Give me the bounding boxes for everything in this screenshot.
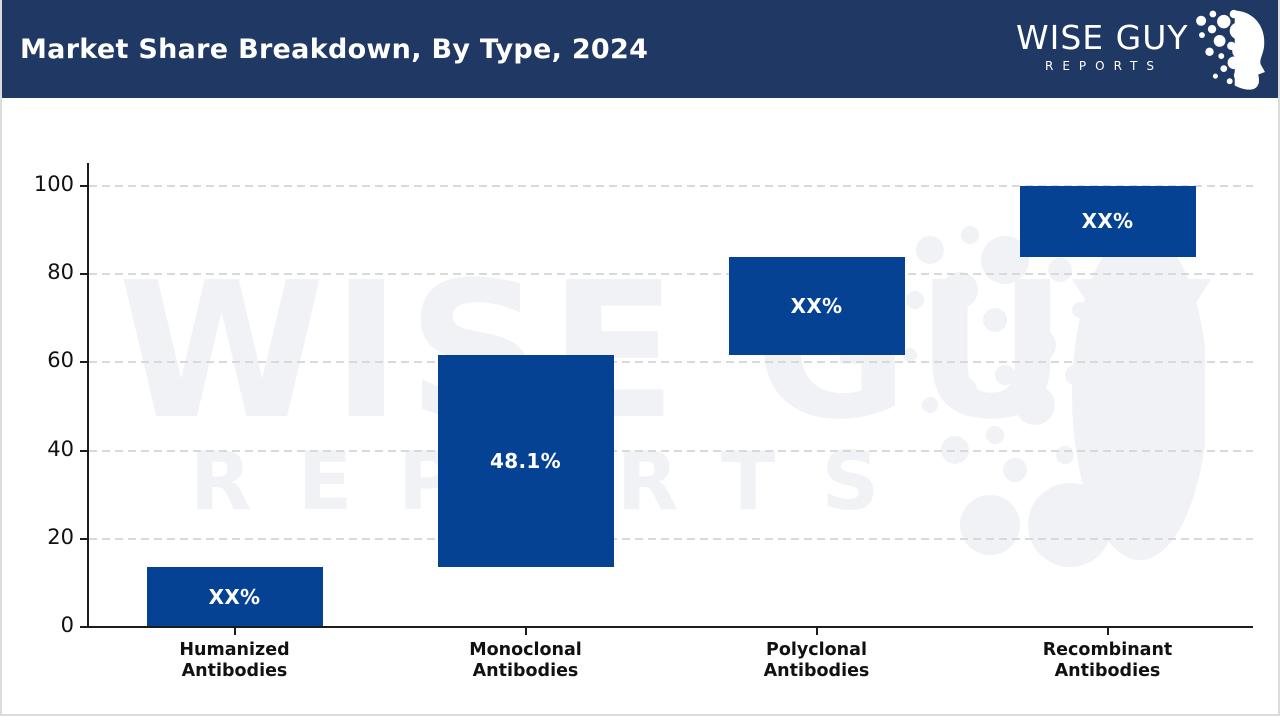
- logo-subtitle: REPORTS: [1044, 59, 1163, 73]
- chart-title: Market Share Breakdown, By Type, 2024: [20, 34, 649, 65]
- x-tick: [1106, 628, 1109, 635]
- y-tick-label: 0: [60, 613, 74, 637]
- gridline: [89, 449, 1253, 452]
- x-category-label: Monoclonal Antibodies: [376, 640, 676, 682]
- x-tick: [233, 628, 236, 635]
- waterfall-bar: XX%: [1019, 186, 1196, 257]
- logo-text: WISE GUY REPORTS: [1016, 18, 1189, 74]
- x-category-label-line: Antibodies: [472, 661, 579, 681]
- bar-value-label: 48.1%: [490, 449, 561, 474]
- logo-wordmark: WISE GUY: [1016, 18, 1189, 57]
- y-tick-label: 60: [47, 348, 74, 373]
- x-category-label-line: Antibodies: [763, 661, 870, 681]
- y-tick-label: 20: [47, 524, 74, 549]
- x-tick: [524, 628, 527, 635]
- gridline: [89, 273, 1253, 276]
- x-category-label: Humanized Antibodies: [85, 640, 385, 682]
- wise-guy-reports-logo: WISE GUY REPORTS: [1010, 4, 1270, 94]
- waterfall-bar: XX%: [728, 256, 905, 356]
- gridline: [89, 537, 1253, 540]
- y-tick: [80, 185, 87, 187]
- header-bar: Market Share Breakdown, By Type, 2024 WI…: [0, 0, 1280, 98]
- gridline: [89, 185, 1253, 187]
- x-category-label-line: Humanized: [179, 640, 290, 660]
- y-tick-label: 100: [33, 172, 74, 196]
- watermark-face-dots: [903, 226, 1205, 567]
- x-axis-line: [87, 626, 1253, 628]
- waterfall-bar: XX%: [146, 567, 323, 627]
- y-tick: [80, 273, 87, 276]
- x-tick: [815, 628, 818, 635]
- y-tick: [80, 626, 87, 628]
- bar-value-label: XX%: [208, 585, 261, 610]
- y-tick: [80, 537, 87, 540]
- logo-face-icon: [1196, 9, 1265, 90]
- x-category-label-line: Antibodies: [181, 661, 288, 681]
- bar-value-label: XX%: [1081, 209, 1134, 234]
- x-category-label: Recombinant Antibodies: [958, 640, 1258, 682]
- y-tick-label: 80: [47, 260, 74, 285]
- x-category-label: Polyclonal Antibodies: [667, 640, 967, 682]
- gridline: [89, 361, 1253, 364]
- x-category-label-line: Polyclonal: [766, 640, 867, 660]
- bar-value-label: XX%: [790, 293, 843, 318]
- y-tick: [80, 449, 87, 452]
- x-category-label-line: Antibodies: [1054, 661, 1161, 681]
- x-category-label-line: Monoclonal: [469, 640, 582, 660]
- x-category-label-line: Recombinant: [1042, 640, 1173, 660]
- waterfall-bar: 48.1%: [437, 355, 614, 568]
- y-tick-label: 40: [47, 436, 74, 461]
- y-axis-line: [87, 163, 89, 628]
- y-tick: [80, 361, 87, 364]
